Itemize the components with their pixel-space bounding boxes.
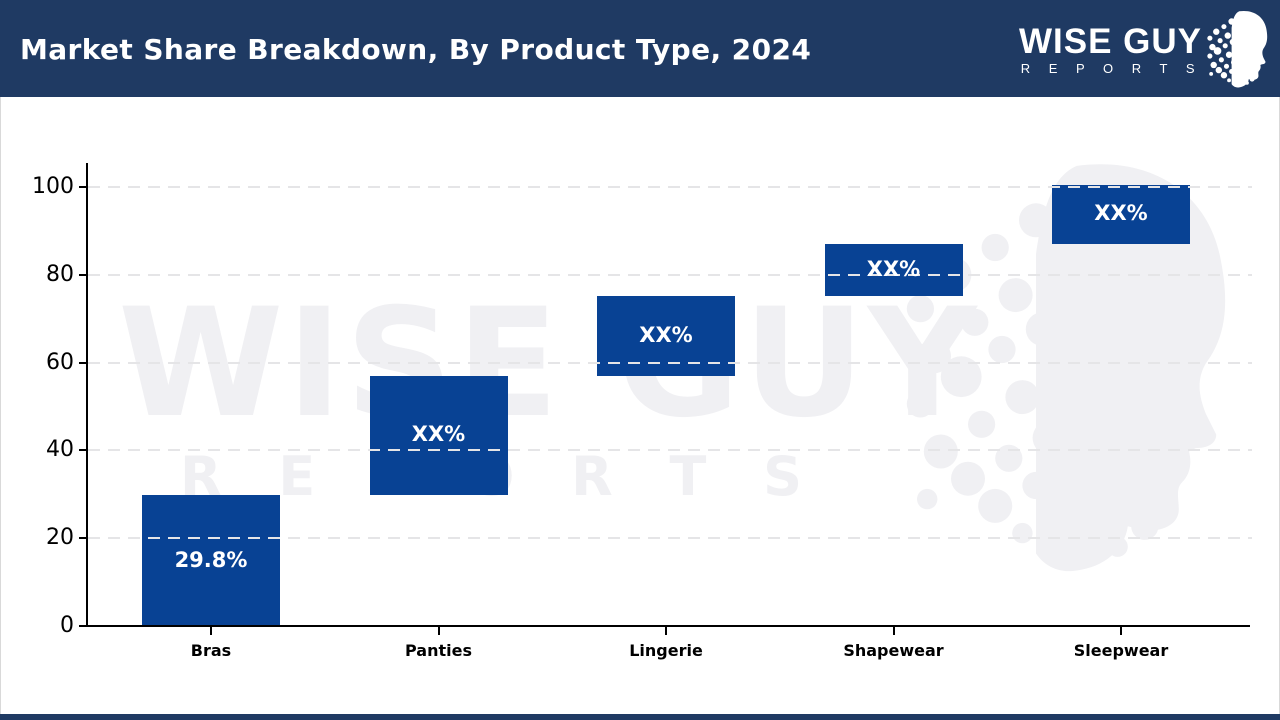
y-tick-label: 60 bbox=[46, 349, 74, 375]
logo-subtitle: R E P O R T S bbox=[1020, 60, 1202, 76]
bar-value-label: XX% bbox=[866, 256, 921, 281]
bar-value-label: XX% bbox=[411, 422, 466, 447]
bar-value-label: XX% bbox=[639, 322, 693, 347]
x-tick-mark bbox=[892, 627, 895, 635]
footer-bar bbox=[0, 714, 1280, 720]
y-tick-mark bbox=[79, 537, 87, 540]
y-tick-label: 0 bbox=[60, 613, 74, 638]
x-tick-mark bbox=[665, 627, 667, 635]
y-tick-mark bbox=[79, 361, 87, 364]
gridline-80 bbox=[88, 273, 1252, 276]
gridline-20 bbox=[88, 537, 1252, 540]
dotted-head-logo-icon bbox=[1207, 10, 1268, 88]
x-axis-line bbox=[86, 625, 1250, 627]
x-tick-mark bbox=[210, 627, 212, 635]
y-tick-label: 40 bbox=[46, 437, 74, 463]
chart-title: Market Share Breakdown, By Product Type,… bbox=[20, 33, 812, 66]
y-tick-label: 100 bbox=[32, 174, 74, 199]
y-tick-label: 20 bbox=[46, 525, 74, 551]
x-tick-label: Lingerie bbox=[629, 641, 703, 660]
x-tick-mark bbox=[1120, 627, 1122, 635]
bar-bras bbox=[142, 495, 280, 626]
y-axis-line bbox=[86, 163, 88, 627]
y-tick-mark bbox=[79, 449, 87, 452]
bar-value-label: XX% bbox=[1094, 201, 1148, 226]
y-tick-mark bbox=[79, 186, 87, 188]
gridline-40 bbox=[88, 449, 1252, 452]
y-tick-mark bbox=[79, 625, 87, 627]
bar-value-label: 29.8% bbox=[174, 547, 248, 572]
watermark-text: WISE GUY bbox=[118, 277, 980, 451]
x-tick-label: Panties bbox=[405, 641, 472, 660]
gridline-100 bbox=[88, 186, 1252, 188]
y-tick-mark bbox=[79, 273, 87, 276]
bar-sleepwear bbox=[1052, 184, 1190, 245]
x-tick-label: Sleepwear bbox=[1073, 641, 1169, 660]
plot-area: WISE GUY R E P O R T S 29.8%BrasXX%Panti… bbox=[0, 97, 1280, 720]
logo-wordmark: WISE GUY bbox=[1018, 21, 1202, 61]
bar-shapewear bbox=[824, 244, 963, 296]
x-tick-mark bbox=[437, 627, 440, 635]
brand-logo: WISE GUY R E P O R T S bbox=[1019, 6, 1270, 92]
x-tick-label: Bras bbox=[190, 641, 232, 660]
y-tick-label: 80 bbox=[46, 261, 74, 287]
x-tick-label: Shapewear bbox=[843, 641, 944, 660]
header-banner: Market Share Breakdown, By Product Type,… bbox=[0, 0, 1280, 97]
bar-panties bbox=[369, 375, 508, 496]
gridline-60 bbox=[88, 361, 1252, 364]
